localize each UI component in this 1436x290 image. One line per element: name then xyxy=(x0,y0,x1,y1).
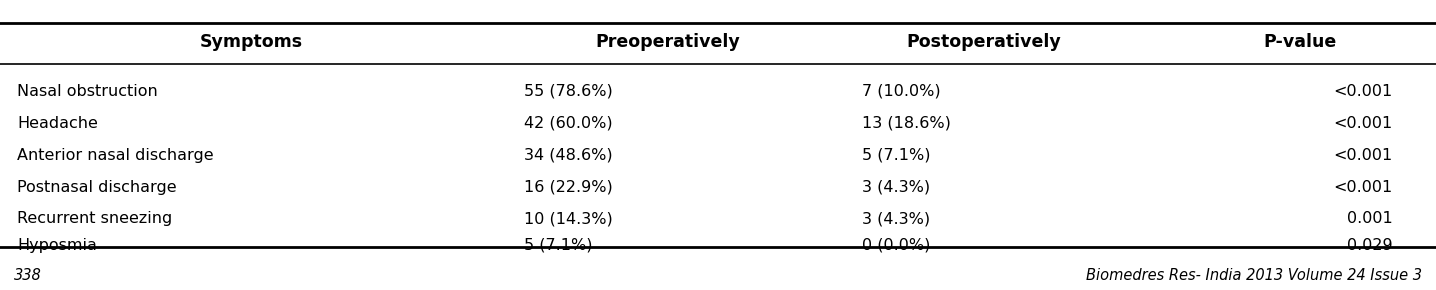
Text: P-value: P-value xyxy=(1262,33,1337,51)
Text: Symptoms: Symptoms xyxy=(200,33,303,51)
Text: Hyposmia: Hyposmia xyxy=(17,238,98,253)
Text: 0 (0.0%): 0 (0.0%) xyxy=(862,238,931,253)
Text: 34 (48.6%): 34 (48.6%) xyxy=(524,148,613,163)
Text: Biomedres Res- India 2013 Volume 24 Issue 3: Biomedres Res- India 2013 Volume 24 Issu… xyxy=(1086,268,1422,283)
Text: <0.001: <0.001 xyxy=(1334,180,1393,195)
Text: Headache: Headache xyxy=(17,116,98,131)
Text: 0.029: 0.029 xyxy=(1347,238,1393,253)
Text: <0.001: <0.001 xyxy=(1334,84,1393,99)
Text: <0.001: <0.001 xyxy=(1334,148,1393,163)
Text: 55 (78.6%): 55 (78.6%) xyxy=(524,84,613,99)
Text: 338: 338 xyxy=(14,268,42,283)
Text: 10 (14.3%): 10 (14.3%) xyxy=(524,211,613,226)
Text: Recurrent sneezing: Recurrent sneezing xyxy=(17,211,172,226)
Text: Preoperatively: Preoperatively xyxy=(596,33,740,51)
Text: 42 (60.0%): 42 (60.0%) xyxy=(524,116,613,131)
Text: 16 (22.9%): 16 (22.9%) xyxy=(524,180,613,195)
Text: 0.001: 0.001 xyxy=(1347,211,1393,226)
Text: 5 (7.1%): 5 (7.1%) xyxy=(862,148,931,163)
Text: Postoperatively: Postoperatively xyxy=(906,33,1061,51)
Text: 7 (10.0%): 7 (10.0%) xyxy=(862,84,941,99)
Text: Postnasal discharge: Postnasal discharge xyxy=(17,180,177,195)
Text: Anterior nasal discharge: Anterior nasal discharge xyxy=(17,148,214,163)
Text: 3 (4.3%): 3 (4.3%) xyxy=(862,211,929,226)
Text: 13 (18.6%): 13 (18.6%) xyxy=(862,116,951,131)
Text: 5 (7.1%): 5 (7.1%) xyxy=(524,238,593,253)
Text: <0.001: <0.001 xyxy=(1334,116,1393,131)
Text: Nasal obstruction: Nasal obstruction xyxy=(17,84,158,99)
Text: 3 (4.3%): 3 (4.3%) xyxy=(862,180,929,195)
